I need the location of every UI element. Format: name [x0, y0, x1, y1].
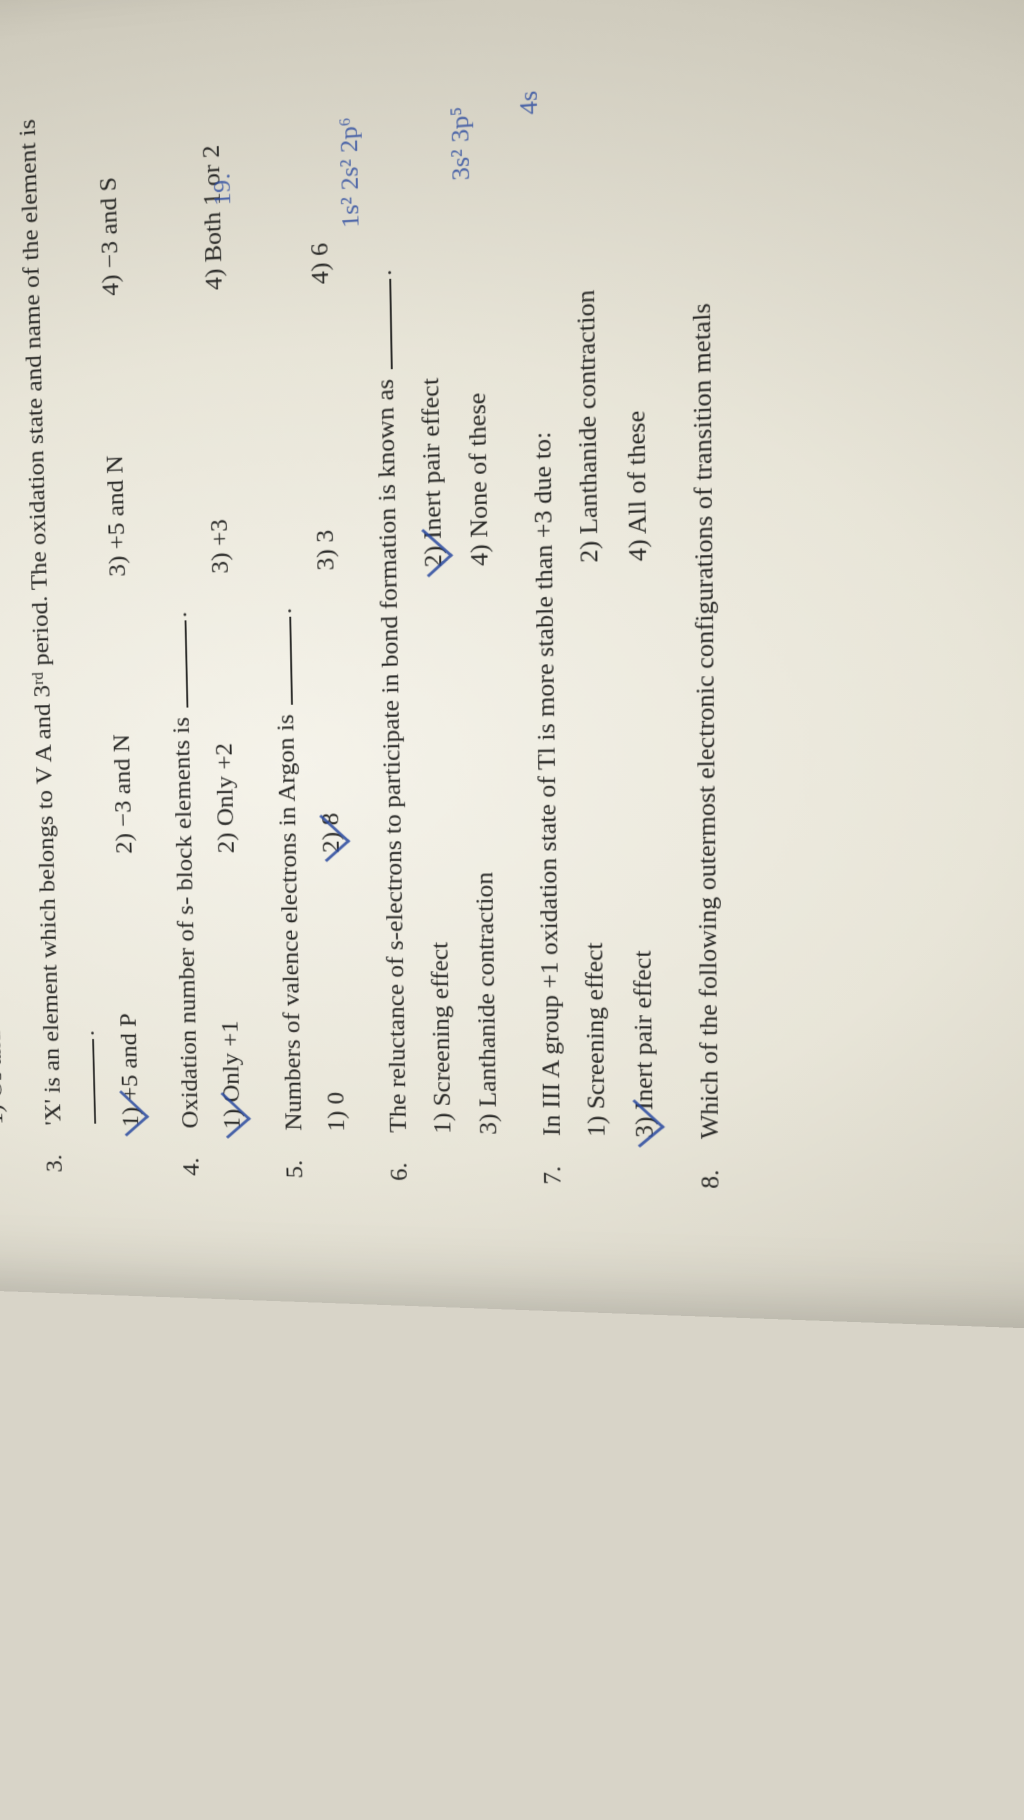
- option: 3) Lanthanide contraction: [461, 589, 508, 1135]
- question: 3.'X' is an element which belongs to V A…: [7, 34, 150, 1175]
- question-number: 3.: [36, 1140, 108, 1173]
- option: 3) +5 and N: [93, 318, 136, 577]
- option: 4) Both 1 or 2: [190, 25, 233, 291]
- option: 1) +5 and P: [107, 877, 149, 1128]
- option: 2) Inert pair effect: [405, 8, 453, 568]
- blank: [367, 279, 393, 370]
- question-number: 8.: [690, 1155, 730, 1190]
- question-text: In III A group +1 oxidation state of Tl …: [517, 0, 572, 1136]
- blank: [267, 617, 292, 705]
- option: 3) 3: [302, 307, 345, 571]
- question: 4.Oxidation number of s- block elements …: [147, 25, 252, 1177]
- option: 3) Inert pair effect: [618, 585, 664, 1138]
- option: 4) All of these: [611, 0, 658, 562]
- options-row: 1) Screening effect 2) Lanthanide contrac…: [563, 0, 665, 1138]
- question-number: 6.: [380, 1148, 418, 1182]
- option: 2) Lanthanide contraction: [563, 0, 610, 563]
- questions-container: 1.Maximum oxidation numbers of the eleme…: [0, 0, 731, 1189]
- option: 4) −3 and S: [86, 34, 129, 297]
- question-number: 7.: [533, 1151, 572, 1185]
- options-row: 1) Screening effect 2) Inert pair effect3…: [405, 4, 508, 1135]
- option: 1) 0: [313, 876, 355, 1132]
- option: 1) Os and Rh: [0, 877, 13, 1125]
- question-number: 4.: [173, 1143, 210, 1176]
- option: 1) Screening effect: [571, 586, 618, 1137]
- question-text: Which of the following outermost electro…: [678, 0, 730, 1140]
- option: 2) 8: [308, 594, 351, 853]
- handwriting-layer: 19.1s² 2s² 2p⁶3s² 3p⁵4s: [746, 0, 757, 1190]
- option: 1) Only +1: [209, 876, 251, 1129]
- option: 3) +3: [197, 313, 240, 574]
- worksheet-page: Example: Ru, Os, Xe, Ir and Hs. WORKSHEE…: [0, 0, 1024, 1356]
- question-stem: 8. Which of the following outermost elect…: [678, 0, 731, 1189]
- option: 1) Screening effect: [414, 591, 461, 1134]
- question: 8. Which of the following outermost elect…: [678, 0, 731, 1189]
- question: 6.The reluctance of s-electrons to parti…: [360, 4, 509, 1183]
- option: 2) −3 and N: [100, 599, 143, 853]
- option: 2) Ru and Fe: [0, 603, 6, 854]
- blank: [163, 620, 188, 708]
- question: 5.Numbers of valence electrons in Argon …: [253, 17, 357, 1180]
- question: 7. In III A group +1 oxidation state of T…: [517, 0, 665, 1188]
- option: 4) None of these: [452, 4, 500, 566]
- question-number: 5.: [276, 1145, 314, 1178]
- option: 2) Only +2: [203, 597, 246, 854]
- blank: [72, 1039, 97, 1124]
- option: 4) 6: [296, 17, 339, 286]
